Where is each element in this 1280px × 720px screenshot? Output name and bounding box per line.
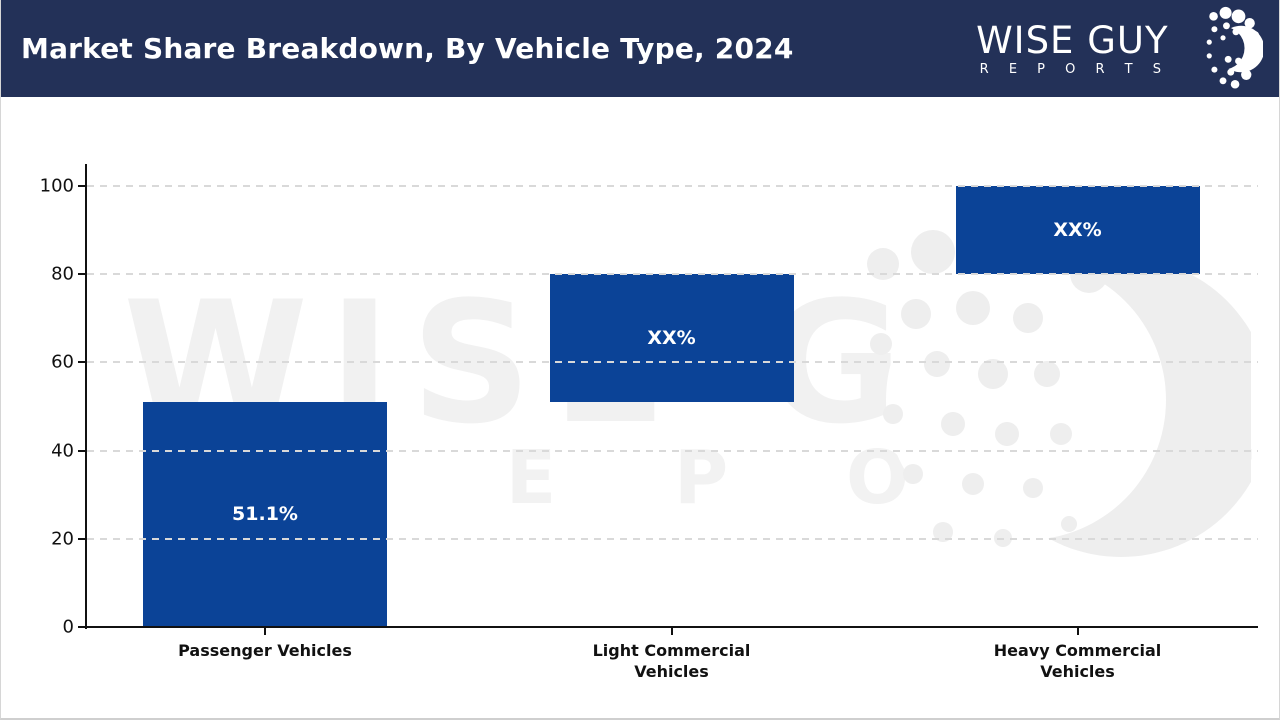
wise-guy-reports-logo: WISE GUY R E P O R T S	[976, 6, 1263, 92]
y-tick-label-0: 0	[62, 616, 74, 638]
gridline-100	[87, 185, 1258, 187]
watermark-dotted-face-icon	[821, 219, 1271, 586]
y-tick-100	[78, 185, 85, 187]
y-tick-label-20: 20	[51, 528, 74, 550]
bar-3	[955, 186, 1200, 275]
bar-1	[143, 401, 387, 627]
bar-value-label: XX%	[1053, 219, 1102, 242]
bar-value-label: XX%	[647, 326, 696, 349]
y-tick-60	[78, 361, 85, 364]
x-axis-line	[85, 626, 1258, 628]
gridline-40	[87, 449, 1258, 452]
y-tick-label-80: 80	[51, 263, 74, 285]
y-axis-line	[85, 164, 87, 629]
category-label-2: Light Commercial Vehicles	[592, 641, 751, 681]
y-tick-0	[78, 626, 85, 628]
category-label-1: Passenger Vehicles	[178, 641, 352, 660]
chart-title: Market Share Breakdown, By Vehicle Type,…	[21, 32, 794, 65]
category-label-3: Heavy Commercial Vehicles	[993, 641, 1162, 681]
gridline-20	[87, 537, 1258, 540]
y-tick-label-60: 60	[51, 351, 74, 373]
y-tick-80	[78, 273, 85, 276]
y-tick-20	[78, 537, 85, 540]
bar-value-label: 51.1%	[232, 503, 298, 526]
logo-name: WISE GUY	[976, 19, 1169, 62]
y-tick-label-40: 40	[51, 440, 74, 462]
logo-subtitle: R E P O R T S	[979, 62, 1169, 77]
dotted-face-icon	[1171, 6, 1263, 92]
x-tick-3	[1076, 628, 1079, 635]
bar-2	[549, 274, 794, 402]
gridline-60	[87, 361, 1258, 364]
y-tick-label-100: 100	[39, 175, 74, 197]
y-tick-40	[78, 449, 85, 452]
x-tick-1	[264, 628, 266, 635]
gridline-80	[87, 273, 1258, 276]
x-tick-2	[670, 628, 673, 635]
logo-text: WISE GUY R E P O R T S	[976, 19, 1169, 78]
header-band: Market Share Breakdown, By Vehicle Type,…	[1, 0, 1279, 97]
